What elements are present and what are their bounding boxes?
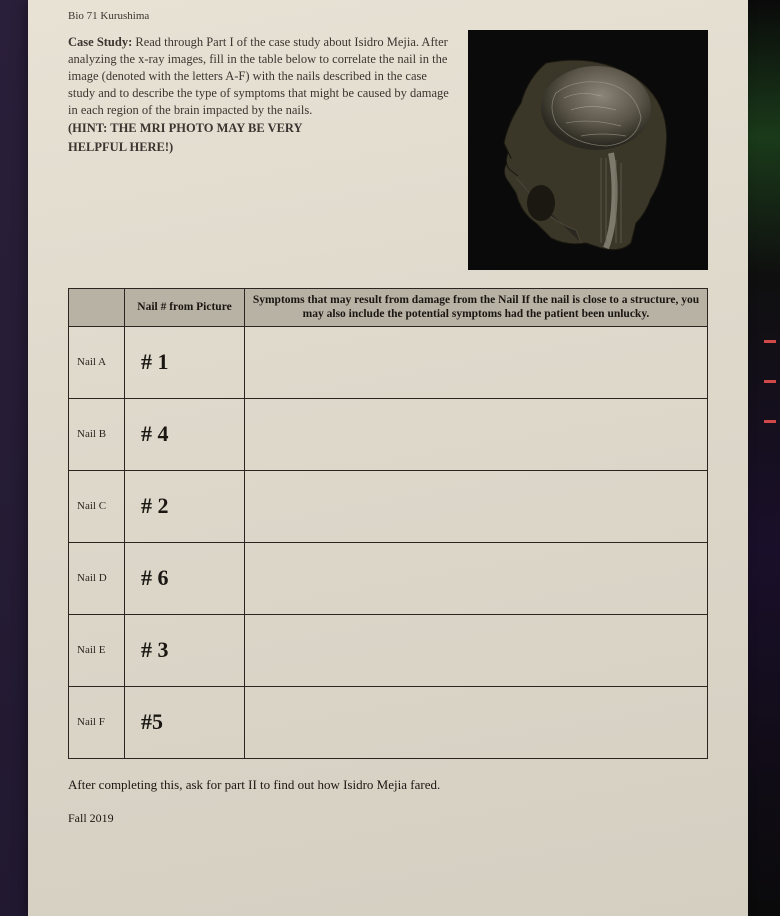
- mri-image: [468, 30, 708, 270]
- table-row: Nail D # 6: [69, 542, 708, 614]
- hint-line-2: HELPFUL HERE!): [68, 139, 454, 156]
- nail-number: #5: [125, 686, 245, 758]
- case-study-label: Case Study:: [68, 35, 132, 49]
- col-header-symptoms: Symptoms that may result from damage fro…: [245, 289, 708, 327]
- symptoms-cell: [245, 686, 708, 758]
- col-header-nail: Nail # from Picture: [125, 289, 245, 327]
- symptoms-cell: [245, 398, 708, 470]
- hint-line-1: (HINT: THE MRI PHOTO MAY BE VERY: [68, 120, 454, 137]
- symptoms-cell: [245, 614, 708, 686]
- row-label: Nail D: [69, 542, 125, 614]
- row-label: Nail B: [69, 398, 125, 470]
- footer-instruction: After completing this, ask for part II t…: [68, 777, 708, 793]
- symptoms-cell: [245, 470, 708, 542]
- symptoms-cell: [245, 326, 708, 398]
- nail-table: Nail # from Picture Symptoms that may re…: [68, 288, 708, 759]
- mri-head-illustration: [486, 48, 686, 258]
- table-row: Nail B # 4: [69, 398, 708, 470]
- row-label: Nail F: [69, 686, 125, 758]
- row-label: Nail C: [69, 470, 125, 542]
- row-label: Nail A: [69, 326, 125, 398]
- worksheet-page: Bio 71 Kurushima Case Study: Read throug…: [28, 0, 748, 916]
- nail-number: # 4: [125, 398, 245, 470]
- background-edge: [748, 0, 780, 916]
- case-study-paragraph: Case Study: Read through Part I of the c…: [68, 30, 454, 156]
- table-row: Nail F #5: [69, 686, 708, 758]
- nail-number: # 2: [125, 470, 245, 542]
- table-row: Nail A # 1: [69, 326, 708, 398]
- nail-number: # 3: [125, 614, 245, 686]
- nail-number: # 6: [125, 542, 245, 614]
- course-header: Bio 71 Kurushima: [68, 10, 708, 22]
- symptoms-cell: [245, 542, 708, 614]
- table-row: Nail C # 2: [69, 470, 708, 542]
- table-row: Nail E # 3: [69, 614, 708, 686]
- footer-term: Fall 2019: [68, 811, 708, 826]
- table-corner: [69, 289, 125, 327]
- top-section: Case Study: Read through Part I of the c…: [68, 30, 708, 270]
- row-label: Nail E: [69, 614, 125, 686]
- nail-number: # 1: [125, 326, 245, 398]
